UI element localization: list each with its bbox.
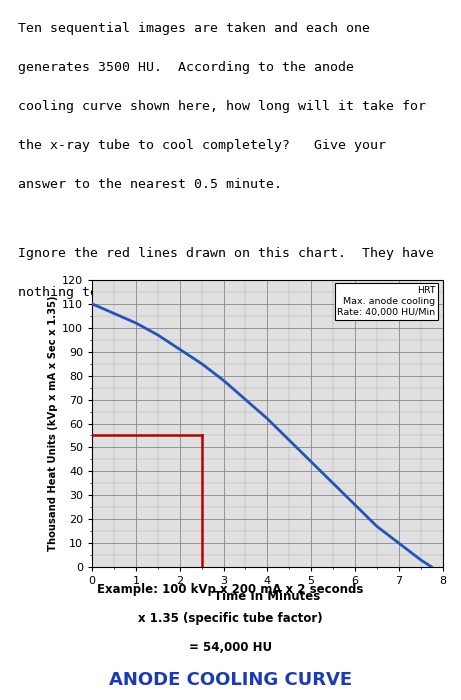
Text: Ten sequential images are taken and each one: Ten sequential images are taken and each… xyxy=(18,22,371,34)
Text: ANODE COOLING CURVE: ANODE COOLING CURVE xyxy=(109,671,352,689)
Text: cooling curve shown here, how long will it take for: cooling curve shown here, how long will … xyxy=(18,99,426,113)
Text: nothing to do with this problem.: nothing to do with this problem. xyxy=(18,286,274,299)
Text: generates 3500 HU.  According to the anode: generates 3500 HU. According to the anod… xyxy=(18,61,355,74)
Y-axis label: Thousand Heat Units (kVp x mA x Sec x 1.35): Thousand Heat Units (kVp x mA x Sec x 1.… xyxy=(48,295,58,552)
Text: HRT
Max. anode cooling
Rate: 40,000 HU/Min: HRT Max. anode cooling Rate: 40,000 HU/M… xyxy=(337,286,436,317)
Text: the x-ray tube to cool completely?   Give your: the x-ray tube to cool completely? Give … xyxy=(18,139,386,152)
Text: = 54,000 HU: = 54,000 HU xyxy=(189,641,272,654)
Text: answer to the nearest 0.5 minute.: answer to the nearest 0.5 minute. xyxy=(18,178,283,191)
Text: x 1.35 (specific tube factor): x 1.35 (specific tube factor) xyxy=(138,612,323,625)
X-axis label: Time In Minutes: Time In Minutes xyxy=(214,590,320,603)
Text: Ignore the red lines drawn on this chart.  They have: Ignore the red lines drawn on this chart… xyxy=(18,247,434,260)
Text: Example: 100 kVp x 200 mA x 2 seconds: Example: 100 kVp x 200 mA x 2 seconds xyxy=(97,583,364,596)
